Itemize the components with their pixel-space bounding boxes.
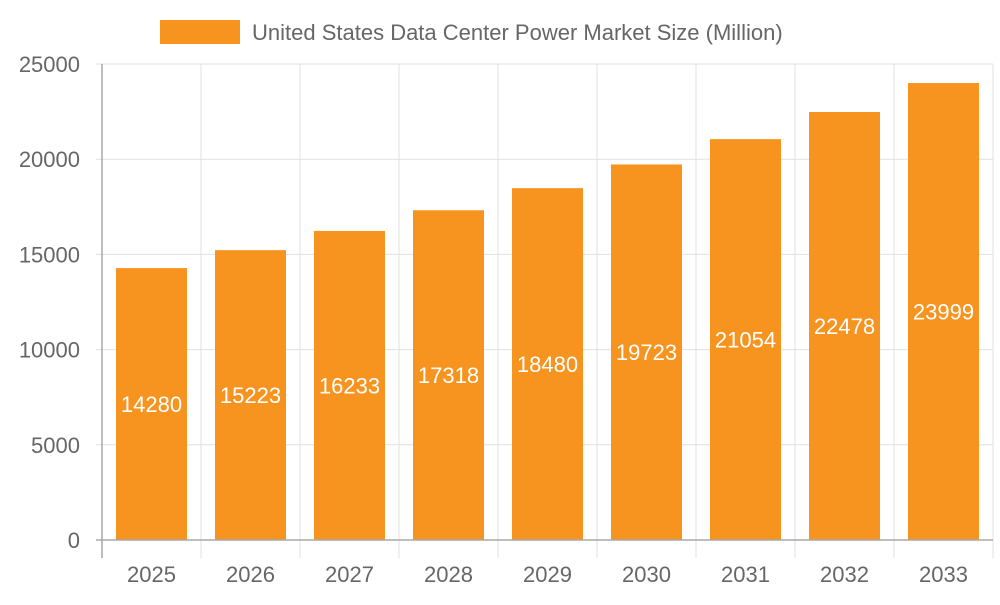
y-tick-label: 0: [68, 528, 80, 553]
data-label-2028: 17318: [418, 363, 479, 388]
x-tick-label: 2032: [820, 562, 869, 587]
data-label-2031: 21054: [715, 328, 776, 353]
data-label-2032: 22478: [814, 314, 875, 339]
data-label-2033: 23999: [913, 300, 974, 325]
bar-2033: [908, 83, 979, 541]
bar-2025: [116, 268, 187, 540]
grid: [96, 63, 994, 558]
data-label-2025: 14280: [121, 392, 182, 417]
axes: 0 5000 10000 15000 20000 25000 2025 2026 2027 202…: [19, 52, 993, 587]
bar-2032: [809, 112, 880, 540]
data-label-2027: 16233: [319, 373, 380, 398]
y-tick-label: 15000: [19, 242, 80, 267]
y-tick-label: 20000: [19, 147, 80, 172]
data-label-2026: 15223: [220, 383, 281, 408]
x-tick-label: 2025: [127, 562, 176, 587]
bar-2028: [413, 210, 484, 541]
bar-2031: [710, 139, 781, 540]
y-tick-label: 10000: [19, 338, 80, 363]
x-tick-label: 2029: [523, 562, 572, 587]
y-tick-label: 25000: [19, 52, 80, 77]
x-tick-label: 2026: [226, 562, 275, 587]
bar-2026: [215, 250, 286, 540]
x-tick-label: 2027: [325, 562, 374, 587]
legend[interactable]: United States Data Center Power Market S…: [160, 20, 783, 45]
bar-2027: [314, 230, 385, 540]
x-tick-label: 2030: [622, 562, 671, 587]
bar-2029: [512, 188, 583, 540]
x-tick-label: 2033: [919, 562, 968, 587]
bars: 14280 15223 16233 17318 18480 19723 21054 22478…: [116, 83, 979, 541]
y-tick-label: 5000: [31, 433, 80, 458]
data-label-2029: 18480: [517, 352, 578, 377]
legend-label: United States Data Center Power Market S…: [252, 20, 783, 45]
legend-swatch: [160, 20, 240, 44]
data-label-2030: 19723: [616, 340, 677, 365]
x-tick-label: 2028: [424, 562, 473, 587]
bar-2030: [611, 164, 682, 541]
x-tick-label: 2031: [721, 562, 770, 587]
